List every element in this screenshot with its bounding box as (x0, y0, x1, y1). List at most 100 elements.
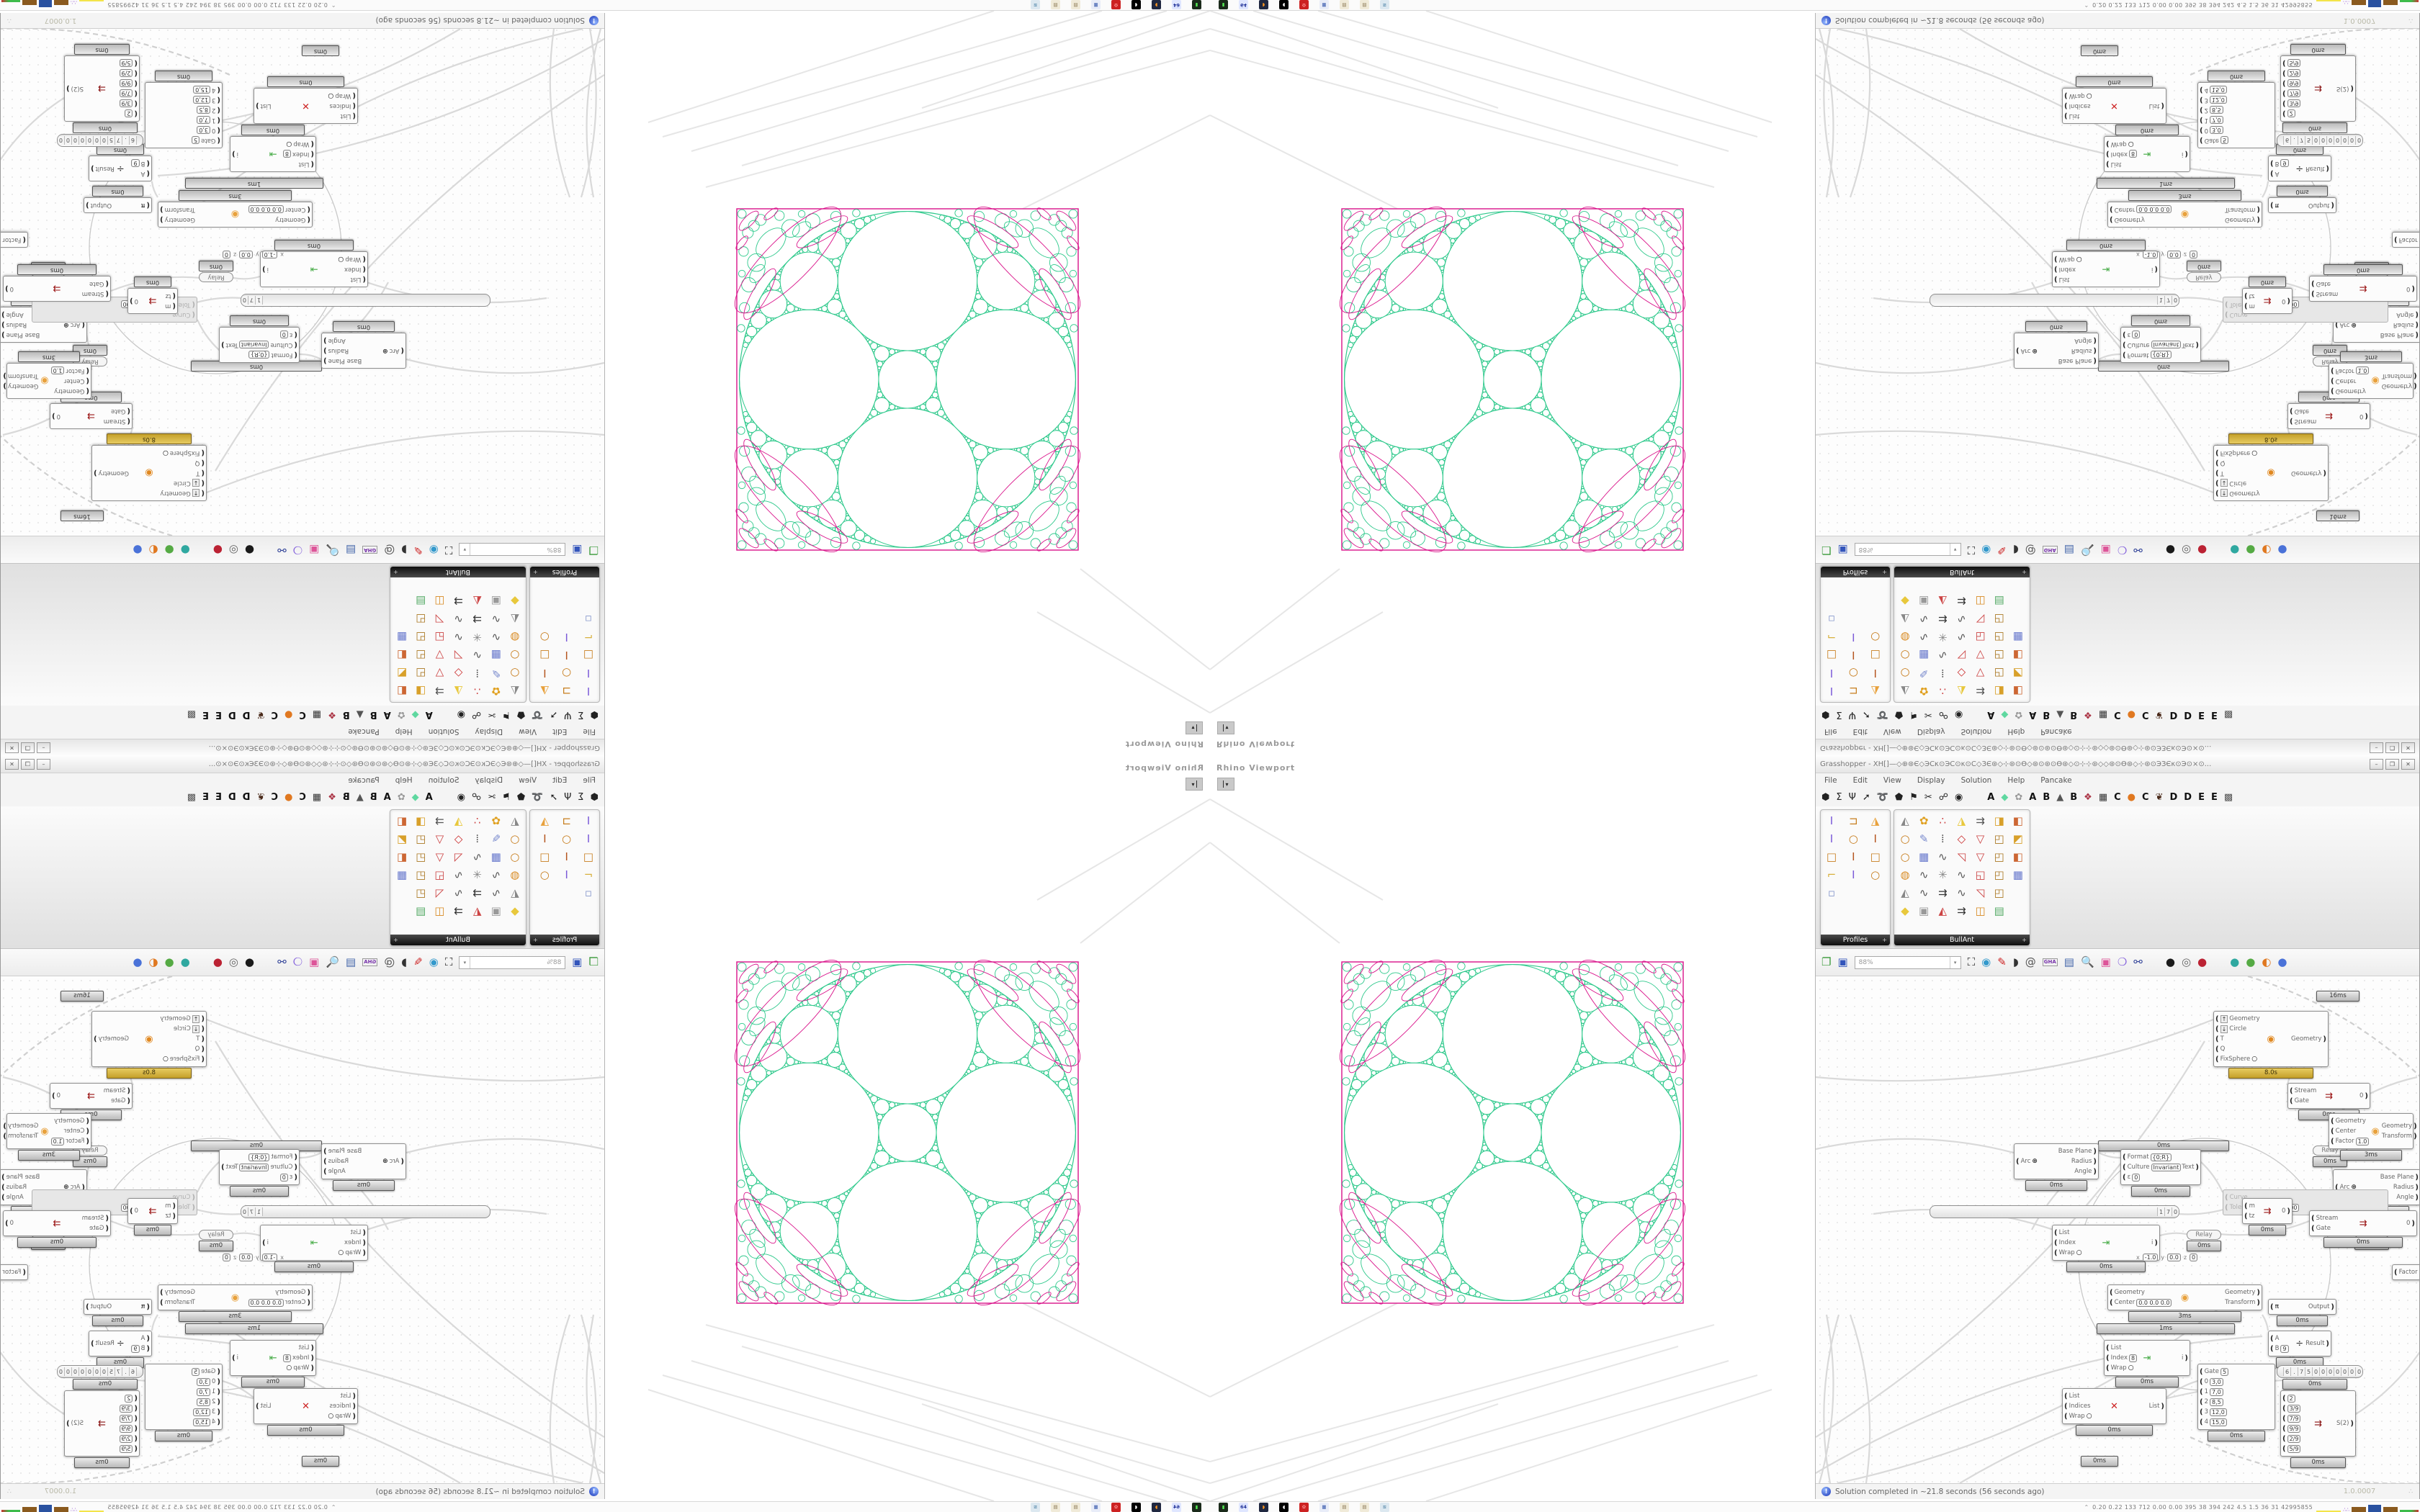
notch[interactable]: ( (2200, 86, 2203, 94)
tab-icon[interactable]: ▦ (312, 709, 322, 721)
component-icon[interactable]: ✿ (1919, 814, 1929, 827)
photo-viewer-icon[interactable]: ◖ (1279, 1502, 1289, 1512)
component-body[interactable]: (Format {0;R}(Culture Invariant(ε 0 Text) (219, 1149, 300, 1185)
gh-component[interactable]: (2(3/9(7/9(9/9(2/9(5/9 ⇉ S(2)) 0ms (64, 1390, 140, 1468)
notepad-icon[interactable]: ▤ (1051, 1502, 1060, 1512)
component-icon[interactable]: ∿ (491, 631, 501, 644)
notch[interactable]: ( (2290, 407, 2293, 415)
param-value[interactable]: 9/9 (2287, 1424, 2301, 1433)
input-row[interactable]: (T (2215, 468, 2264, 478)
input-row[interactable]: (2/9 (2282, 1434, 2312, 1444)
input-row[interactable]: (m (2244, 301, 2262, 311)
component-icon[interactable]: ⦙ (476, 832, 479, 845)
notch[interactable]: ( (2270, 1334, 2274, 1343)
chevron-down-icon[interactable]: ▾ (1949, 956, 1960, 968)
param-value[interactable]: 9 (2280, 159, 2289, 168)
notch[interactable]: ( (192, 310, 195, 319)
param-value[interactable]: 2 (2287, 1394, 2295, 1403)
component-icon[interactable]: ⇉ (472, 613, 483, 626)
input-row[interactable]: (3/9 (108, 1403, 138, 1413)
component-icon[interactable]: ◹ (454, 850, 463, 863)
component-icon[interactable]: ⇉ (1976, 685, 1985, 698)
component-body[interactable]: (Stream(Gate ⇉ 0) (2309, 1210, 2417, 1236)
component-icon[interactable]: ○ (1870, 868, 1881, 881)
component-icon[interactable]: ⌐ (1827, 631, 1837, 644)
input-row[interactable]: (9/9 (108, 1423, 138, 1434)
output-row[interactable]: 0) (2369, 284, 2415, 294)
component-icon[interactable]: ⦙ (476, 667, 479, 680)
notch[interactable]: ) (2414, 382, 2417, 390)
firefox-icon[interactable]: ◗ (1152, 1502, 1161, 1512)
tab-e[interactable]: E (2198, 791, 2205, 803)
component-body[interactable]: (List(Index 8(Wrap ○ ⇥ i) (2104, 136, 2190, 172)
tab-a[interactable]: A (383, 709, 391, 721)
notch[interactable]: ) (323, 356, 327, 365)
input-row[interactable]: (Arc ⊕ (2335, 1182, 2377, 1192)
component-icon[interactable]: ∿ (491, 613, 501, 626)
tab-icon[interactable]: ⚑ (502, 709, 511, 721)
axis-value[interactable]: 0 (2190, 1254, 2198, 1261)
input-row[interactable]: (Geometry (241, 215, 310, 225)
component-icon[interactable]: ○ (510, 850, 520, 863)
component-icon[interactable]: ▦ (397, 868, 408, 881)
open-file-icon[interactable]: ❐ (1821, 544, 1832, 557)
component-icon[interactable]: ▤ (416, 904, 426, 917)
component-icon[interactable]: ✳ (1937, 868, 1948, 881)
param-value[interactable]: 12,0 (2210, 96, 2227, 104)
input-row[interactable]: (2 8,5 (2200, 105, 2273, 115)
input-row[interactable]: (Wrap ○ (2106, 139, 2141, 149)
viewport-dropdown-button[interactable]: ▾ (1217, 721, 1234, 734)
output-row[interactable]: Text) (221, 1162, 239, 1172)
component-icon[interactable]: ▣ (1919, 595, 1930, 608)
component-icon[interactable]: ◹ (1957, 649, 1966, 662)
c64-floppy-icon[interactable]: 64 (1239, 0, 1248, 10)
component-icon[interactable]: ⇉ (454, 904, 463, 917)
notch[interactable]: ) (3, 1132, 6, 1140)
input-row[interactable]: (Center 0.0 0.0 0.0 (2110, 1297, 2179, 1308)
component-body[interactable]: (Arc ⊕ Base Plane) Radius) Angle) (321, 1143, 406, 1179)
point-values[interactable]: x -1.0 y 0.0 z 0 (2136, 251, 2198, 258)
notch[interactable]: ( (134, 69, 138, 78)
zoom-extents-icon[interactable]: ⛶ (444, 955, 453, 968)
component-icon[interactable]: ◨ (1994, 685, 2004, 698)
notch[interactable]: ) (2326, 164, 2329, 173)
notch[interactable]: ( (2106, 1354, 2110, 1362)
component-icon[interactable]: ⦙ (1941, 667, 1944, 680)
input-row[interactable]: (5/9 (2282, 58, 2312, 68)
output-row[interactable]: Geometry) (2382, 381, 2417, 391)
notch[interactable]: ( (217, 1377, 220, 1386)
component-icon[interactable]: ◱ (434, 868, 445, 881)
component-icon[interactable]: ◩ (2012, 832, 2023, 845)
viewport-dropdown-button[interactable]: ▾ (1186, 778, 1203, 791)
component-icon[interactable]: ✎ (1919, 667, 1929, 680)
named-view-icon[interactable]: ◗ (401, 544, 408, 557)
notch[interactable]: ) (323, 1157, 327, 1166)
component-icon[interactable]: ◇ (454, 832, 463, 845)
notch[interactable]: ( (217, 1418, 220, 1426)
notch[interactable]: ) (2093, 336, 2097, 345)
notch[interactable]: ( (2282, 1394, 2286, 1403)
param-value[interactable]: 3/9 (2287, 1404, 2301, 1413)
input-row[interactable]: (↑ Geometry (156, 488, 205, 498)
notch[interactable]: ( (2215, 479, 2219, 487)
display-mode-icon[interactable]: ◐ (148, 955, 158, 968)
tab-icon[interactable]: ◆ (2001, 709, 2009, 721)
component-icon[interactable]: ⊐ (1849, 814, 1858, 827)
component-icon[interactable]: I (1852, 649, 1855, 662)
notch[interactable]: ( (217, 96, 220, 104)
component-icon[interactable]: ◧ (397, 850, 408, 863)
input-row[interactable]: (1 7,0 (147, 115, 220, 125)
component-icon[interactable] (393, 593, 411, 610)
input-row[interactable]: (A (127, 1333, 150, 1344)
component-body[interactable]: (m(tz ⇉ 0) (127, 1198, 178, 1224)
component-body[interactable]: (2(3/9(7/9(9/9(2/9(5/9 ⇉ S(2)) (2280, 1390, 2356, 1457)
gha-icon[interactable]: GHA (2042, 546, 2058, 554)
component-icon[interactable]: ⌐ (1827, 868, 1837, 881)
tab-icon[interactable]: ● (284, 791, 293, 803)
output-row[interactable]: S(2)) (66, 84, 96, 94)
component-body[interactable]: (2(3/9(7/9(9/9(2/9(5/9 ⇉ S(2)) (2280, 55, 2356, 122)
gh-component[interactable]: (Geometry(Center(Factor 1.0 ◉ Geometry) Tran… (2329, 1113, 2417, 1161)
component-icon[interactable]: ◱ (434, 631, 445, 644)
output-row[interactable]: Radius) (323, 1156, 364, 1166)
